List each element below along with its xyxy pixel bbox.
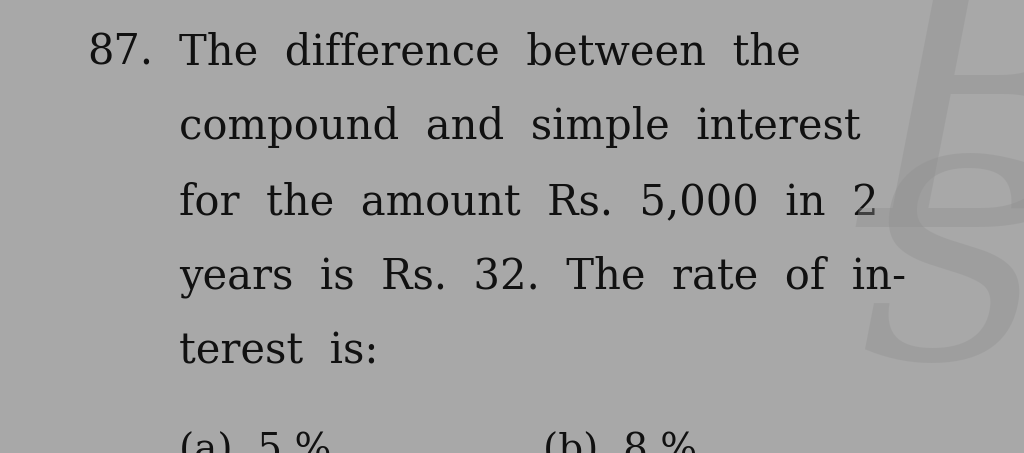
Text: years  is  Rs.  32.  The  rate  of  in-: years is Rs. 32. The rate of in-	[179, 256, 906, 299]
Text: compound  and  simple  interest: compound and simple interest	[179, 106, 861, 149]
Text: terest  is:: terest is:	[179, 331, 379, 373]
Text: (a)  5 %: (a) 5 %	[179, 433, 332, 453]
Text: The  difference  between  the: The difference between the	[179, 32, 801, 74]
Text: for  the  amount  Rs.  5,000  in  2: for the amount Rs. 5,000 in 2	[179, 181, 879, 223]
Text: 87.: 87.	[87, 32, 153, 74]
Text: (b)  8 %: (b) 8 %	[543, 433, 697, 453]
Text: S: S	[857, 148, 1024, 417]
Text: B: B	[860, 0, 1024, 302]
